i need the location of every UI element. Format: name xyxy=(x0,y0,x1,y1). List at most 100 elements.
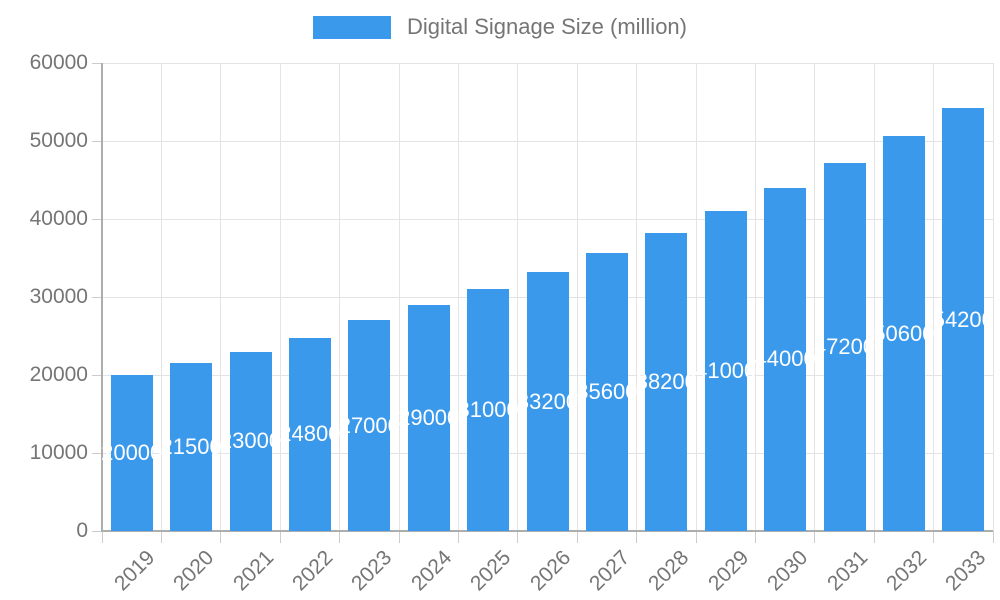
x-axis-tick xyxy=(279,531,281,543)
bar-2033 xyxy=(942,108,985,531)
bar-2027 xyxy=(585,253,628,531)
bar-value-label: 41000 xyxy=(695,358,757,384)
x-tick-label: 2029 xyxy=(703,546,753,596)
y-axis-tick xyxy=(92,218,102,220)
x-axis-tick xyxy=(101,531,103,543)
gridline-vertical xyxy=(695,63,697,531)
bar-value-label: 27000 xyxy=(338,412,400,438)
x-axis-tick xyxy=(992,531,994,543)
y-tick-label: 40000 xyxy=(29,207,88,230)
x-axis-tick xyxy=(695,531,697,543)
x-tick-label: 2030 xyxy=(763,546,813,596)
bar-value-label: 54200 xyxy=(932,306,994,332)
bar-value-label: 35600 xyxy=(576,379,638,405)
x-axis-tick xyxy=(220,531,222,543)
x-tick-label: 2028 xyxy=(644,546,694,596)
x-tick-label: 2027 xyxy=(584,546,635,596)
bar-2020 xyxy=(170,363,213,531)
bar-value-label: 33200 xyxy=(516,388,579,414)
gridline-vertical xyxy=(933,63,935,531)
bar-value-label: 38200 xyxy=(635,369,697,395)
gridline-vertical xyxy=(398,63,400,531)
x-tick-label: 2026 xyxy=(525,546,575,596)
gridline-vertical xyxy=(576,63,578,531)
gridline-vertical xyxy=(873,63,875,531)
y-axis-tick xyxy=(92,530,102,532)
y-axis-line xyxy=(101,63,103,532)
gridline-horizontal xyxy=(102,62,993,64)
gridline-vertical xyxy=(754,63,756,531)
bar-value-label: 31000 xyxy=(457,397,519,423)
gridline-vertical xyxy=(160,63,162,531)
x-axis-tick xyxy=(873,531,875,543)
bar-value-label: 20000 xyxy=(101,440,163,465)
y-tick-label: 0 xyxy=(76,519,88,542)
x-axis-tick xyxy=(576,531,578,543)
x-axis-tick xyxy=(398,531,400,543)
bar-2025 xyxy=(467,289,510,531)
legend: Digital Signage Size (million) xyxy=(0,14,1000,40)
x-axis-tick xyxy=(636,531,638,543)
x-axis-tick xyxy=(754,531,756,543)
bar-2024 xyxy=(407,304,450,531)
bar-value-label: 44000 xyxy=(754,346,816,372)
gridline-vertical xyxy=(279,63,281,531)
gridline-vertical xyxy=(339,63,341,531)
x-axis-tick xyxy=(339,531,341,543)
bar-value-label: 21500 xyxy=(160,434,222,460)
y-tick-label: 30000 xyxy=(29,285,88,308)
bar-2023 xyxy=(348,320,391,531)
gridline-vertical xyxy=(457,63,459,531)
y-axis-tick xyxy=(92,62,102,64)
x-axis-tick xyxy=(933,531,935,543)
x-tick-label: 2019 xyxy=(109,546,159,596)
gridline-vertical xyxy=(517,63,519,531)
bar-2030 xyxy=(764,187,807,531)
bar-value-label: 24800 xyxy=(279,421,341,447)
x-axis-tick xyxy=(814,531,816,543)
y-tick-label: 20000 xyxy=(29,363,88,386)
legend-swatch xyxy=(312,15,391,39)
bar-2019 xyxy=(110,375,153,531)
bar-2031 xyxy=(823,162,866,531)
y-tick-label: 50000 xyxy=(29,129,88,152)
x-tick-label: 2024 xyxy=(406,546,456,596)
bar-2029 xyxy=(704,211,747,531)
x-axis-line xyxy=(102,530,993,532)
gridline-vertical xyxy=(636,63,638,531)
gridline-vertical xyxy=(220,63,222,531)
x-tick-label: 2031 xyxy=(822,546,872,596)
y-tick-label: 60000 xyxy=(29,51,88,74)
y-axis-tick xyxy=(92,296,102,298)
gridline-horizontal xyxy=(102,140,993,142)
y-axis-tick xyxy=(92,374,102,376)
bar-value-label: 47200 xyxy=(813,333,876,359)
x-tick-label: 2032 xyxy=(881,546,932,596)
x-axis-tick xyxy=(160,531,162,543)
y-tick-label: 10000 xyxy=(29,441,88,464)
x-axis-tick xyxy=(517,531,519,543)
x-tick-label: 2025 xyxy=(466,546,516,596)
y-axis-tick xyxy=(92,140,102,142)
bar-value-label: 50600 xyxy=(873,320,935,346)
bar-2026 xyxy=(526,272,569,531)
x-tick-label: 2021 xyxy=(228,546,278,596)
gridline-vertical xyxy=(814,63,816,531)
y-axis-tick xyxy=(92,452,102,454)
bar-2032 xyxy=(882,136,925,531)
bar-2022 xyxy=(288,337,331,531)
x-axis-tick xyxy=(457,531,459,543)
legend-label: Digital Signage Size (million) xyxy=(406,14,687,39)
x-tick-label: 2022 xyxy=(287,546,338,596)
bar-2028 xyxy=(645,233,688,531)
x-tick-label: 2033 xyxy=(941,546,991,596)
x-tick-label: 2020 xyxy=(169,546,219,596)
bar-2021 xyxy=(229,351,272,531)
bar-value-label: 29000 xyxy=(398,404,460,430)
gridline-vertical xyxy=(992,63,994,531)
x-tick-label: 2023 xyxy=(347,546,397,596)
bar-value-label: 23000 xyxy=(219,428,282,454)
gridline-horizontal xyxy=(102,218,993,220)
